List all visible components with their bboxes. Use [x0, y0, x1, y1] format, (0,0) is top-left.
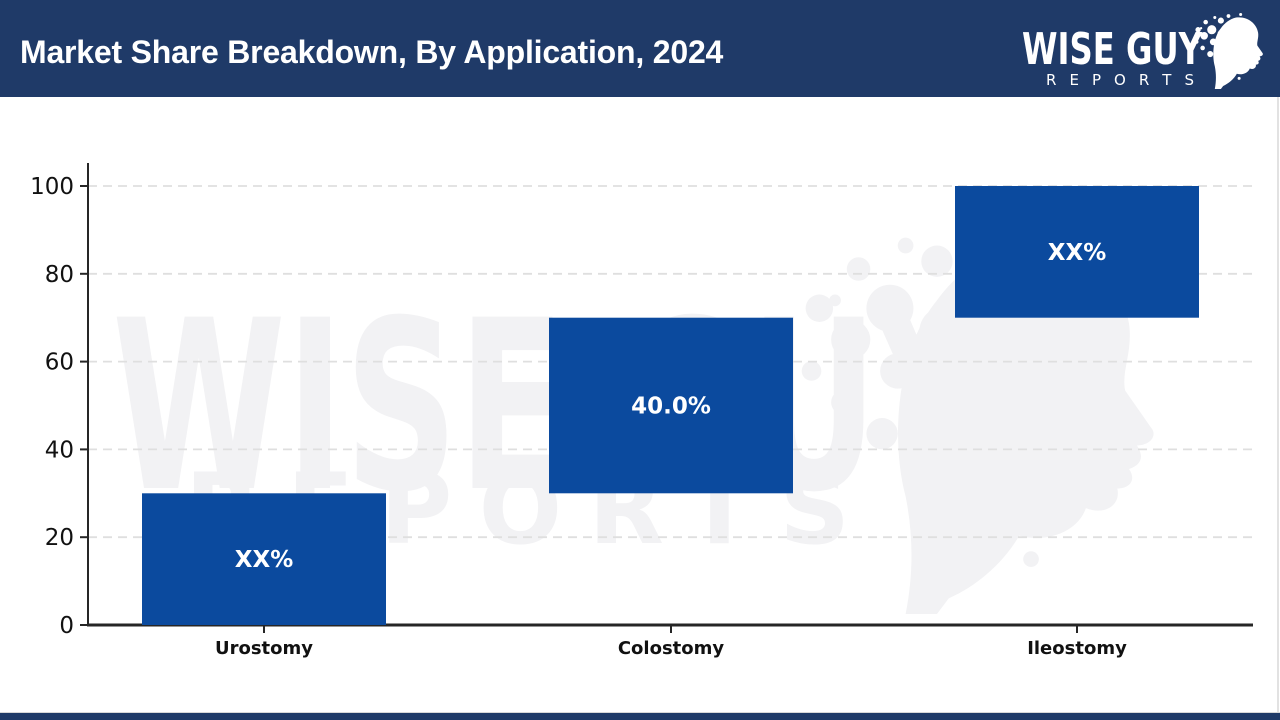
x-tick-label-Urostomy: Urostomy: [215, 638, 313, 659]
bar-label-Colostomy: 40.0%: [631, 394, 711, 420]
header-bar: Market Share Breakdown, By Application, …: [0, 0, 1280, 97]
bottom-edge-line: [0, 712, 1280, 713]
bar-Ileostomy: [955, 186, 1199, 318]
y-tick-label-100: 100: [30, 174, 74, 200]
logo-face-icon: [1194, 12, 1263, 89]
y-tick-label-40: 40: [45, 437, 74, 463]
wise-guy-reports-logo: WISE GUY R E P O R T S: [1022, 12, 1263, 89]
y-tick-label-80: 80: [45, 262, 74, 288]
right-edge-line: [1277, 97, 1279, 712]
x-tick-label-Ileostomy: Ileostomy: [1027, 638, 1127, 659]
bar-label-Ileostomy: XX%: [1048, 240, 1107, 266]
footer-bar: [0, 713, 1280, 720]
logo-reports-text: R E P O R T S: [1046, 71, 1194, 89]
y-tick-label-20: 20: [45, 525, 74, 551]
y-tick-label-0: 0: [59, 613, 74, 639]
bar-Urostomy: [142, 493, 386, 625]
page-title: Market Share Breakdown, By Application, …: [20, 34, 724, 70]
y-tick-label-60: 60: [45, 350, 74, 376]
logo-wiseguy-text: WISE GUY: [1022, 24, 1203, 75]
x-tick-label-Colostomy: Colostomy: [618, 638, 725, 659]
bar-label-Urostomy: XX%: [235, 547, 294, 573]
bar-Colostomy: [549, 317, 793, 494]
